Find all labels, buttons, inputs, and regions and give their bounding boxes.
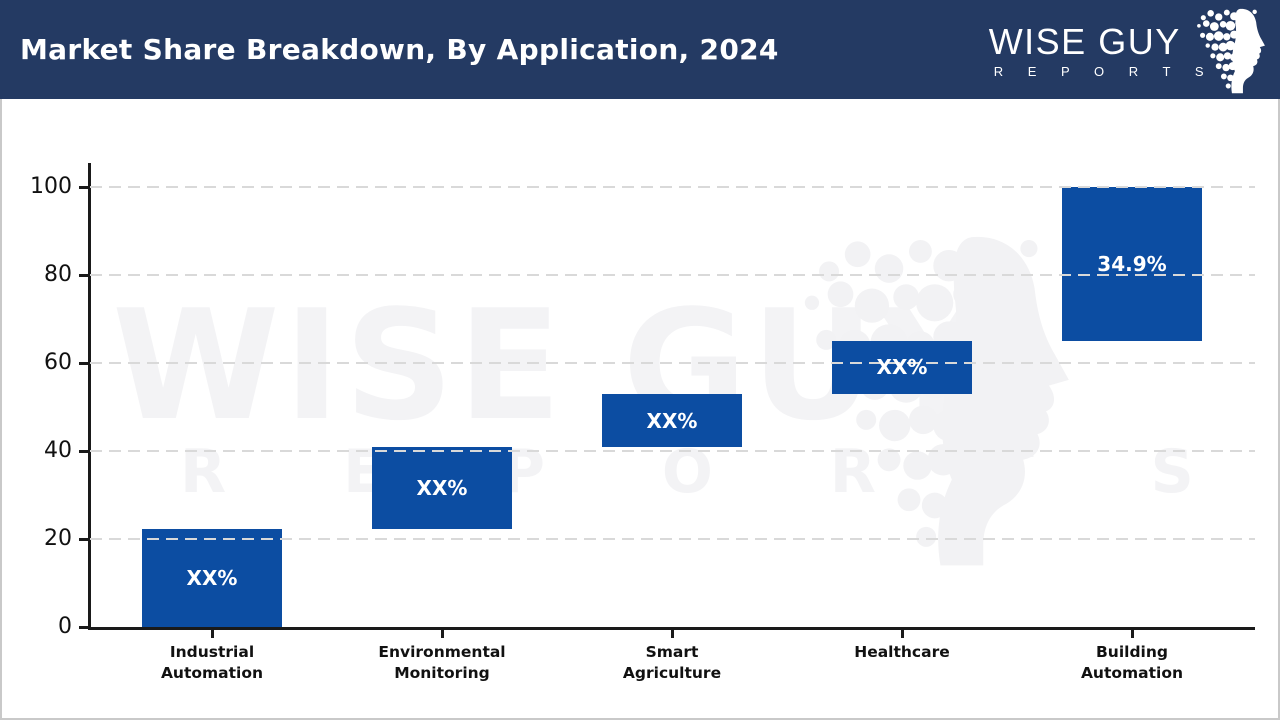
bar-value-label-1: XX%	[186, 565, 238, 590]
gridline-100	[90, 186, 1255, 188]
y-tick-label: 20	[44, 526, 72, 551]
logo-subtitle: R E P O R T S	[993, 63, 1214, 79]
x-tick-4	[901, 629, 904, 638]
gridline-60	[90, 362, 1255, 364]
y-tick	[79, 186, 88, 189]
y-tick	[79, 362, 88, 365]
x-tick-3	[671, 629, 674, 638]
bar-5	[1062, 187, 1202, 341]
y-tick	[79, 274, 88, 277]
category-label-3: Smart Agriculture	[622, 643, 722, 682]
logo-text: WISE GUY R E P O R T S	[989, 21, 1214, 79]
bar-4	[832, 340, 972, 394]
y-tick	[79, 538, 88, 541]
logo-name: WISE GUY	[988, 20, 1181, 62]
y-tick	[79, 626, 88, 629]
y-tick	[79, 450, 88, 453]
y-tick-label: 0	[58, 614, 72, 639]
wise-guy-logo: WISE GUY R E P O R T S	[989, 6, 1270, 94]
chart-area: WISE GUY R E P O R T S 0 20 40 60 80 100 XX% In…	[0, 99, 1280, 720]
gridline-80	[90, 274, 1255, 276]
category-label-2: Environmental Monitoring	[378, 643, 506, 682]
x-tick-2	[441, 629, 444, 638]
x-tick-5	[1131, 629, 1134, 638]
category-label-5: Building Automation	[1080, 643, 1184, 682]
x-tick-1	[211, 629, 214, 638]
page-title: Market Share Breakdown, By Application, …	[20, 33, 779, 66]
bar-value-label-3: XX%	[646, 408, 698, 433]
plot: 0 20 40 60 80 100 XX% Industrial Automation XX% E…	[2, 99, 1278, 718]
dotted-head-icon	[1188, 6, 1270, 94]
bar-3	[602, 393, 742, 448]
y-tick-label: 40	[44, 438, 72, 463]
y-tick-label: 80	[44, 262, 72, 287]
bar-value-label-2: XX%	[416, 476, 468, 501]
category-label-4: Healthcare	[854, 643, 950, 661]
gridline-40	[90, 450, 1255, 452]
y-tick-label: 60	[44, 350, 72, 375]
bar-value-label-5: 34.9%	[1097, 251, 1167, 276]
y-axis	[88, 162, 91, 630]
category-label-1: Industrial Automation	[160, 643, 264, 682]
bar-2	[372, 447, 512, 529]
y-tick-label: 100	[30, 174, 72, 199]
gridline-20	[90, 538, 1255, 540]
x-axis	[88, 627, 1255, 630]
header: Market Share Breakdown, By Application, …	[0, 0, 1280, 99]
bar-value-label-4: XX%	[876, 355, 928, 380]
bar-1	[142, 528, 282, 627]
